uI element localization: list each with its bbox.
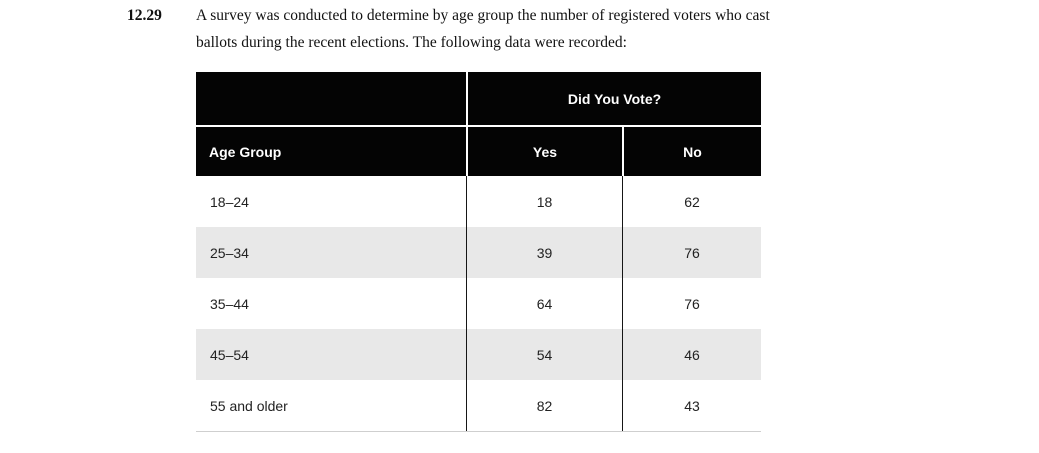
table-column-header-row: Age Group Yes No bbox=[196, 125, 761, 176]
no-count-cell: 62 bbox=[622, 176, 761, 227]
table-body: 18–24 18 62 25–34 39 76 35–44 64 76 45–54 54 46 55 a… bbox=[196, 176, 761, 431]
group-header-did-you-vote: Did You Vote? bbox=[466, 72, 761, 125]
age-group-cell: 35–44 bbox=[210, 295, 249, 312]
problem-text: A survey was conducted to determine by a… bbox=[196, 7, 770, 51]
yes-count-cell: 54 bbox=[466, 329, 622, 380]
yes-count-cell: 39 bbox=[466, 227, 622, 278]
age-group-cell: 25–34 bbox=[210, 244, 249, 261]
yes-count-cell: 64 bbox=[466, 278, 622, 329]
column-header-no: No bbox=[622, 127, 761, 176]
table-corner-cell bbox=[196, 72, 466, 125]
table-row: 25–34 39 76 bbox=[196, 227, 761, 278]
table-row: 45–54 54 46 bbox=[196, 329, 761, 380]
table-group-header-row: Did You Vote? bbox=[196, 72, 761, 125]
yes-count-cell: 18 bbox=[466, 176, 622, 227]
problem-statement: 12.29 A survey was conducted to determin… bbox=[127, 2, 774, 56]
table-row: 55 and older 82 43 bbox=[196, 380, 761, 431]
age-group-cell: 55 and older bbox=[210, 397, 288, 414]
no-count-cell: 76 bbox=[622, 278, 761, 329]
yes-count-cell: 82 bbox=[466, 380, 622, 431]
age-group-cell: 18–24 bbox=[210, 193, 249, 210]
column-header-yes: Yes bbox=[466, 127, 622, 176]
column-header-age-group: Age Group bbox=[196, 127, 466, 176]
age-group-cell: 45–54 bbox=[210, 346, 249, 363]
no-count-cell: 46 bbox=[622, 329, 761, 380]
table-row: 35–44 64 76 bbox=[196, 278, 761, 329]
problem-number: 12.29 bbox=[127, 7, 162, 24]
no-count-cell: 76 bbox=[622, 227, 761, 278]
no-count-cell: 43 bbox=[622, 380, 761, 431]
survey-table: Did You Vote? Age Group Yes No 18–24 18 62… bbox=[196, 72, 761, 432]
table-row: 18–24 18 62 bbox=[196, 176, 761, 227]
